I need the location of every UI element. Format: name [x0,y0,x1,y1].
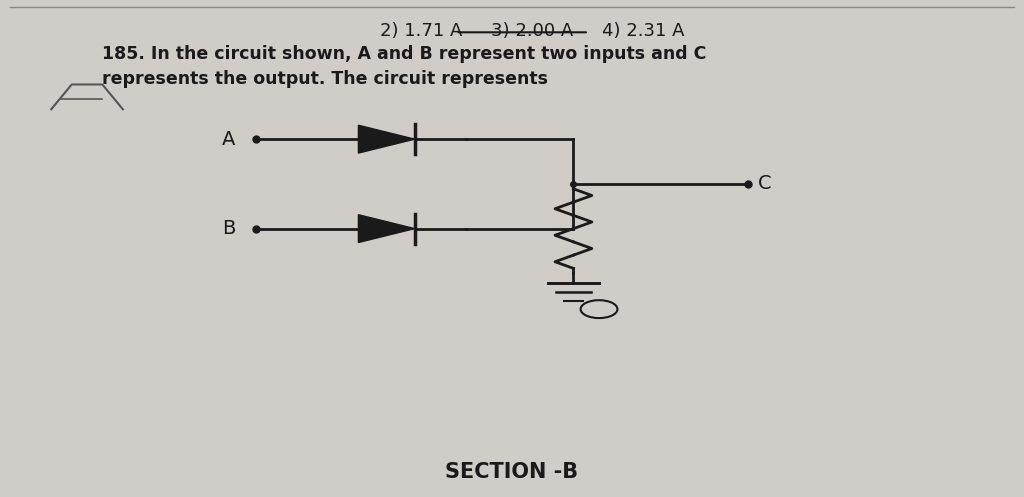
Text: SECTION -B: SECTION -B [445,462,579,482]
Text: represents the output. The circuit represents: represents the output. The circuit repre… [102,70,549,87]
Polygon shape [358,125,415,153]
Polygon shape [358,215,415,243]
Text: C: C [758,174,771,193]
Text: 185. In the circuit shown, A and B represent two inputs and C: 185. In the circuit shown, A and B repre… [102,45,707,63]
Text: 2) 1.71 A     3) 2.00 A     4) 2.31 A: 2) 1.71 A 3) 2.00 A 4) 2.31 A [380,22,685,40]
Text: A: A [222,130,236,149]
Text: B: B [222,219,236,238]
